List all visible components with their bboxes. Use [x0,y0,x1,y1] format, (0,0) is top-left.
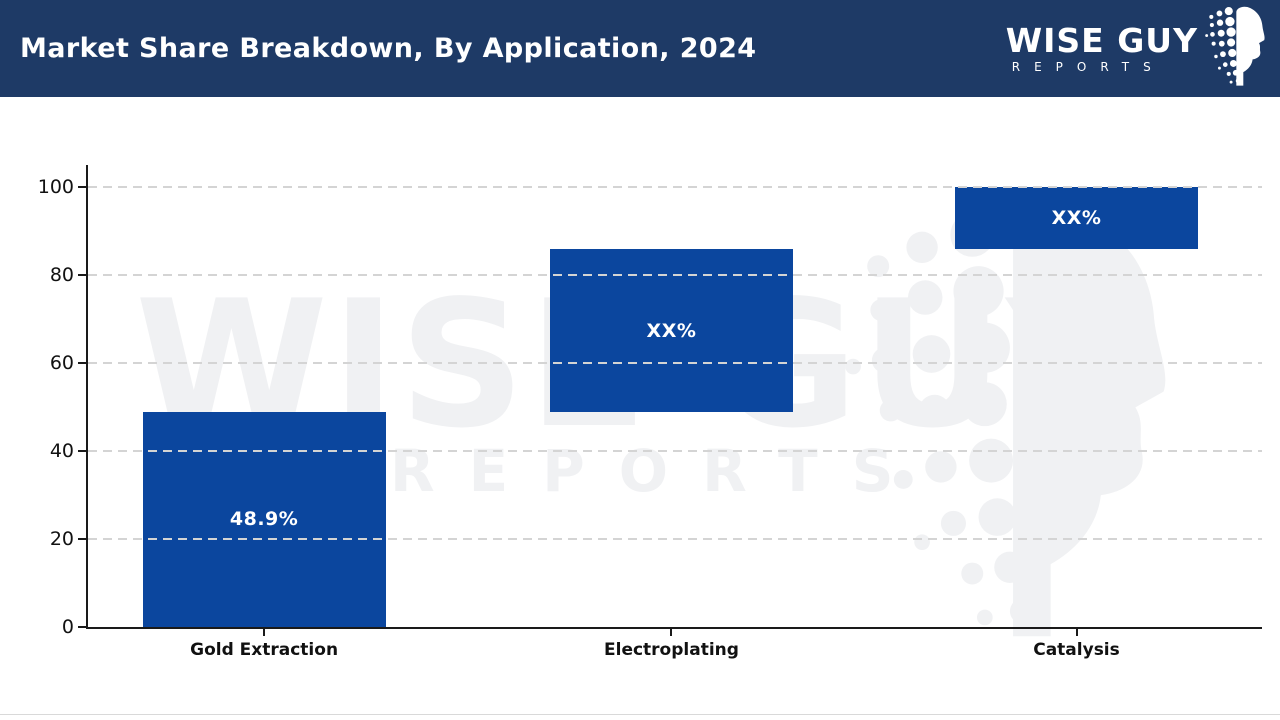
wiseguy-logo: WISE GUY REPORTS [1006,5,1266,87]
bar-value-label: 48.9% [229,508,299,531]
logo-wise-guy-label: WISE GUY [1005,20,1198,60]
x-category-label-electroplating: Electroplating [604,640,739,660]
x-tick-mark-2 [670,629,673,636]
y-tick-mark-100 [78,186,86,188]
y-tick-mark-20 [78,538,86,540]
y-tick-label-0: 0 [61,616,74,638]
bar-catalysis: XX% [955,187,1198,250]
gridline-60 [88,362,1262,364]
x-tick-mark-3 [1075,629,1078,636]
wiseguy-logo-text: WISE GUY REPORTS [1005,20,1198,75]
gridline-20 [88,538,1262,540]
y-tick-mark-80 [78,274,86,276]
y-axis-line [86,165,88,629]
plot-area: 48.9% XX% XX% [88,165,1262,627]
x-category-label-catalysis: Catalysis [1033,640,1120,660]
x-axis-line [86,627,1262,629]
y-tick-label-40: 40 [49,440,74,462]
bar-value-label: XX% [1051,207,1102,230]
bar-electroplating: XX% [549,249,793,412]
bar-value-label: XX% [646,319,697,342]
gridline-40 [88,450,1262,452]
y-tick-label-20: 20 [49,528,74,550]
header-band: Market Share Breakdown, By Application, … [0,0,1280,97]
gridline-80 [88,274,1262,276]
logo-reports-label: REPORTS [1011,60,1165,75]
watermark-face-icon [845,211,1166,637]
y-tick-mark-60 [78,362,86,364]
x-tick-mark-1 [263,629,266,636]
y-tick-label-60: 60 [49,352,74,374]
y-tick-mark-0 [78,626,86,628]
y-tick-label-100: 100 [37,176,74,198]
page-title: Market Share Breakdown, By Application, … [20,33,757,64]
bar-gold-extraction: 48.9% [142,411,386,627]
y-tick-label-80: 80 [49,264,74,286]
bottom-border-line [0,714,1280,715]
gridline-100 [88,186,1262,188]
y-tick-mark-40 [78,450,86,452]
x-category-label-gold-extraction: Gold Extraction [190,640,339,660]
